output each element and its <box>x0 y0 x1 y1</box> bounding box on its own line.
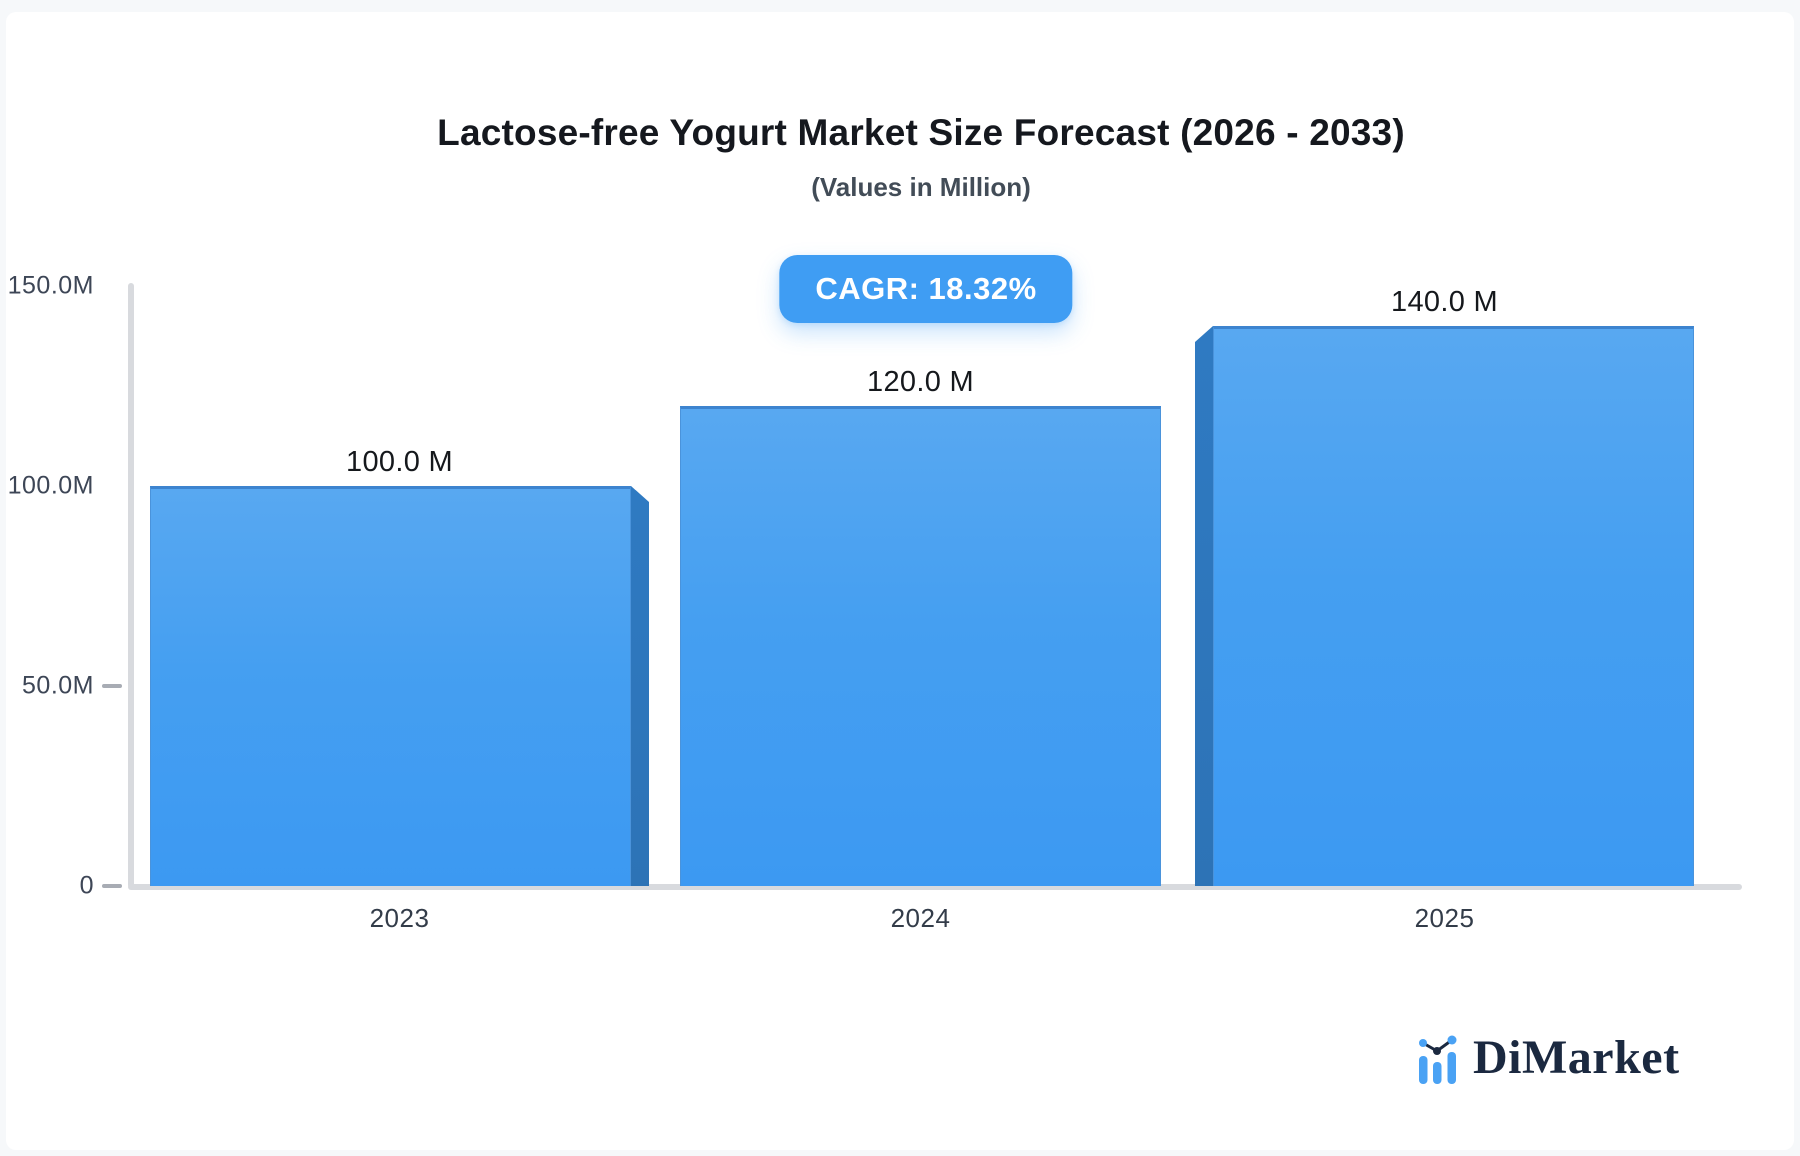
bar-2023 <box>150 486 631 886</box>
bar-value-label: 100.0 M <box>346 446 453 478</box>
chart-subtitle: (Values in Million) <box>811 172 1031 202</box>
x-axis-label: 2025 <box>1414 903 1475 933</box>
bar-side-face <box>1195 326 1213 886</box>
bar-value-label: 140.0 M <box>1391 286 1498 318</box>
bar-2025 <box>1213 326 1694 886</box>
dimarket-logo-icon <box>1419 1035 1457 1084</box>
y-axis-line <box>128 283 134 888</box>
bar-side-face <box>631 486 649 886</box>
cagr-badge: CAGR: 18.32% <box>779 255 1073 323</box>
y-axis-label: 50.0M <box>22 671 94 700</box>
y-axis-label: 0 <box>79 871 94 900</box>
chart-title: Lactose-free Yogurt Market Size Forecast… <box>437 112 1405 153</box>
dimarket-logo-text: DiMarket <box>1473 1031 1680 1084</box>
y-axis-tick <box>102 884 122 888</box>
cagr-badge-label: CAGR: 18.32% <box>815 271 1037 306</box>
x-axis-label: 2023 <box>369 903 430 933</box>
y-axis-label: 100.0M <box>7 471 94 500</box>
dimarket-logo: DiMarket <box>1416 1032 1680 1084</box>
bar-2024 <box>680 406 1161 886</box>
x-axis-line <box>128 884 1742 890</box>
bar-value-label: 120.0 M <box>867 366 974 398</box>
y-axis-label: 150.0M <box>7 271 94 300</box>
y-axis-tick <box>102 684 122 688</box>
x-axis-label: 2024 <box>890 903 951 933</box>
